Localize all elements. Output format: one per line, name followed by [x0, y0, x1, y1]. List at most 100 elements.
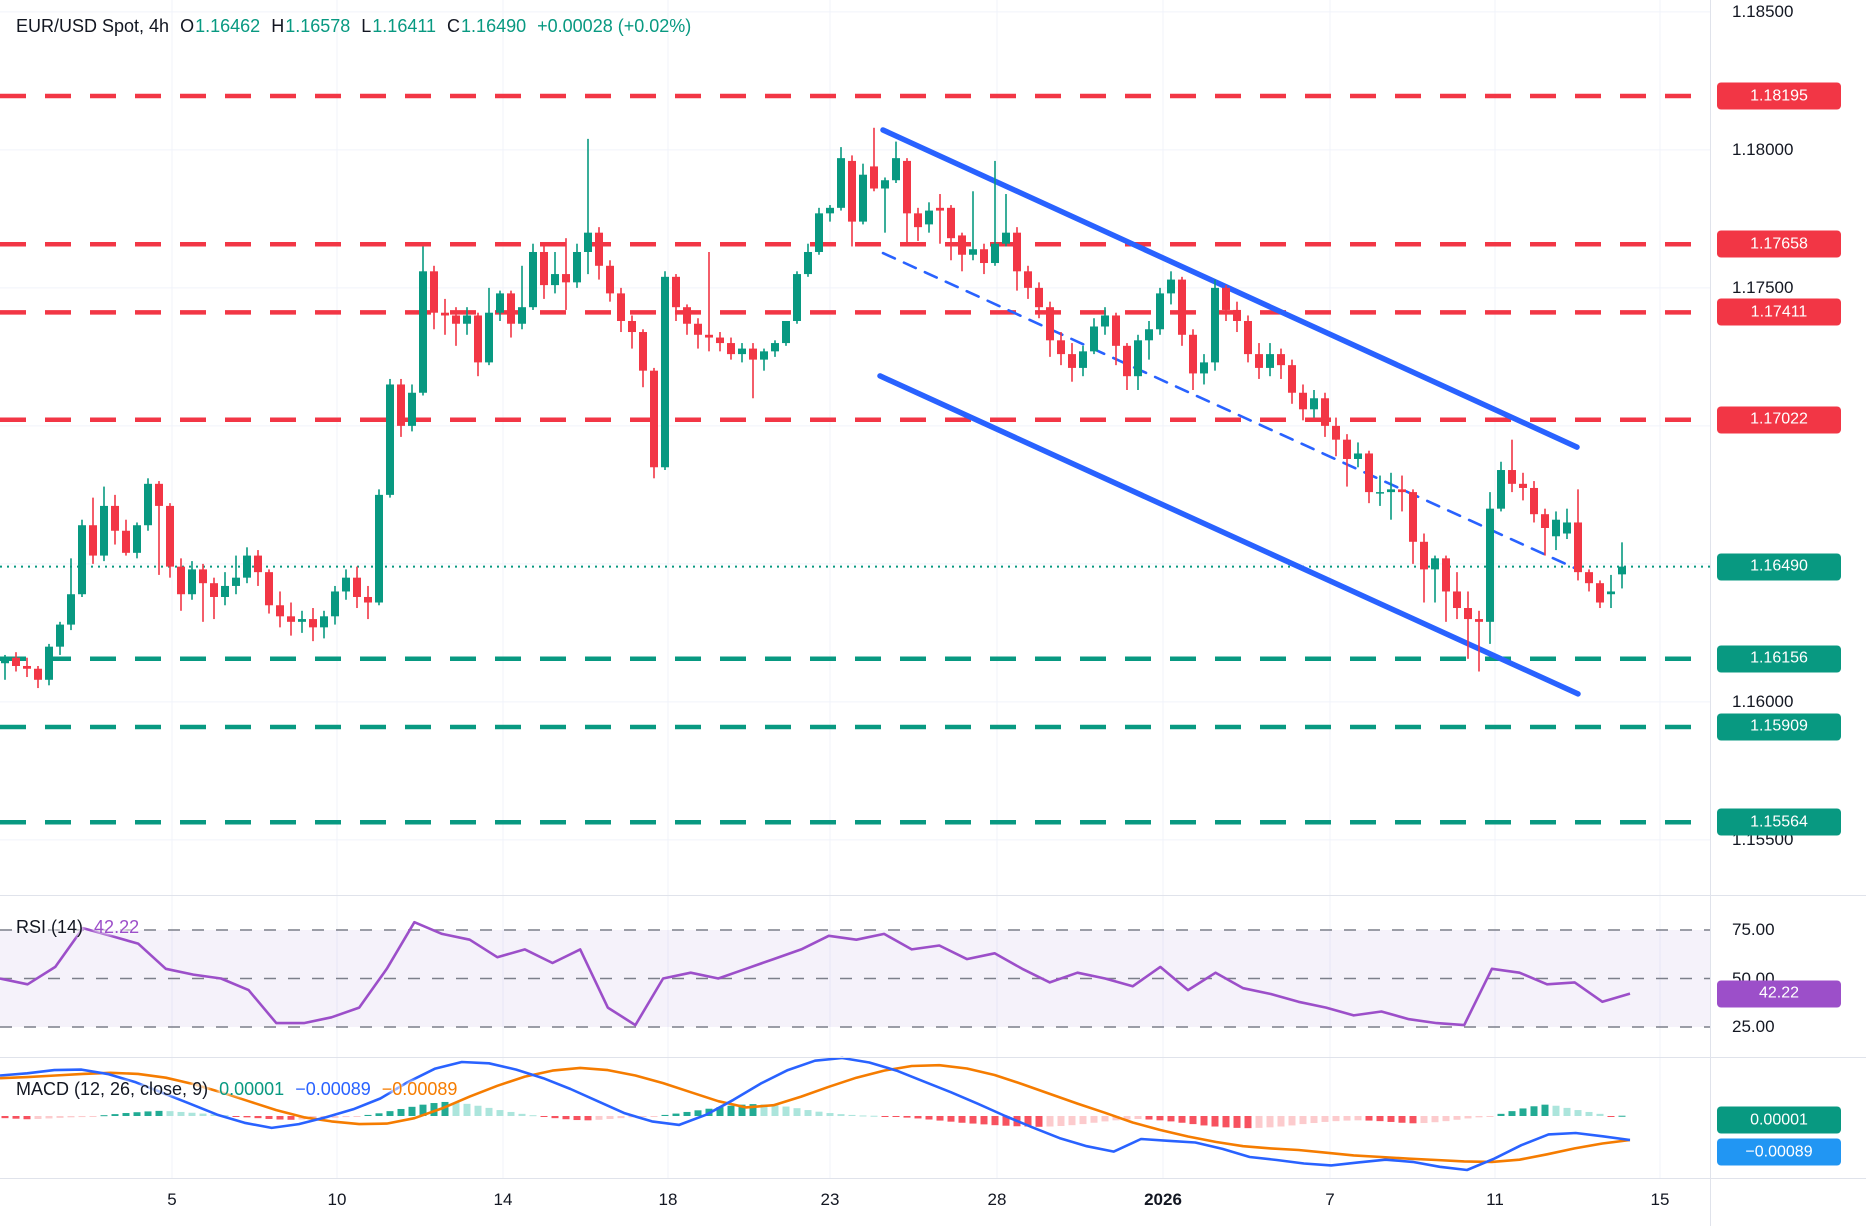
candle-body	[881, 180, 889, 189]
macd-histogram-bar	[1574, 1110, 1582, 1116]
candle-body	[243, 555, 251, 578]
macd-histogram-bar	[551, 1116, 559, 1119]
pane-separator[interactable]	[0, 895, 1866, 896]
macd-histogram-bar	[276, 1116, 284, 1120]
macd-histogram-bar	[67, 1116, 75, 1118]
macd-title[interactable]: MACD (12, 26, close, 9)	[16, 1079, 209, 1099]
candle-body	[595, 232, 603, 266]
support-price-badge: 1.16156	[1717, 645, 1841, 673]
candle-body	[1002, 232, 1010, 244]
macd-histogram-bar	[232, 1116, 240, 1117]
candle-body	[694, 323, 702, 335]
macd-histogram-bar	[991, 1116, 999, 1126]
macd-histogram-bar	[23, 1116, 31, 1120]
candle-body	[67, 594, 75, 625]
candle-body	[397, 384, 405, 426]
rsi-value: 42.22	[94, 917, 140, 937]
macd-histogram-bar	[188, 1112, 196, 1116]
macd-histogram-bar	[892, 1116, 900, 1117]
macd-histogram-bar	[749, 1104, 757, 1116]
candle-body	[1046, 307, 1054, 341]
macd-histogram-bar	[1101, 1116, 1109, 1122]
macd-histogram-bar	[1, 1116, 9, 1119]
resistance-price-badge: 1.17411	[1717, 298, 1841, 326]
candle-body	[111, 505, 119, 531]
candle-body	[606, 265, 614, 294]
candle-body	[1376, 492, 1384, 494]
macd-histogram-bar	[859, 1115, 867, 1117]
candle-body	[265, 572, 273, 606]
candle-body	[12, 657, 20, 666]
candle-body	[760, 351, 768, 360]
macd-histogram-bar	[1596, 1113, 1604, 1116]
candle-body	[672, 276, 680, 308]
macd-histogram-bar	[133, 1112, 141, 1116]
candle-body	[991, 243, 999, 264]
macd-histogram-bar	[342, 1116, 350, 1118]
macd-histogram-bar	[100, 1115, 108, 1117]
resistance-price-badge: 1.18195	[1717, 82, 1841, 110]
pane-separator[interactable]	[0, 1178, 1866, 1179]
candle-body	[452, 315, 460, 324]
macd-histogram-bar	[1585, 1111, 1593, 1116]
high-label: H	[271, 16, 285, 36]
macd-histogram-bar	[738, 1104, 746, 1116]
macd-histogram-bar	[1167, 1116, 1175, 1122]
macd-histogram-bar	[1541, 1104, 1549, 1116]
macd-histogram-bar	[661, 1114, 669, 1116]
channel-median-line	[881, 251, 1579, 571]
low-value: 1.16411	[372, 16, 437, 36]
macd-histogram-bar	[254, 1116, 262, 1119]
candle-body	[639, 332, 647, 371]
macd-histogram-bar	[1508, 1111, 1516, 1116]
macd-histogram-bar	[1497, 1113, 1505, 1116]
candle-body	[738, 348, 746, 355]
macd-signal-value: −0.00089	[381, 1079, 458, 1099]
macd-histogram-bar	[771, 1105, 779, 1116]
candle-body	[166, 505, 174, 567]
pane-separator[interactable]	[0, 1057, 1866, 1058]
macd-histogram-bar	[760, 1104, 768, 1116]
candle-body	[331, 591, 339, 617]
candle-body	[56, 624, 64, 647]
macd-histogram-bar	[408, 1106, 416, 1116]
candle-body	[496, 293, 504, 313]
candle-body	[1013, 232, 1021, 272]
macd-histogram-bar	[1563, 1107, 1571, 1116]
macd-histogram-bar	[639, 1116, 647, 1117]
rsi-axis-label: 75.00	[1732, 920, 1775, 939]
macd-histogram-bar	[1288, 1116, 1296, 1126]
candle-body	[133, 525, 141, 553]
rsi-legend: RSI (14) 42.22	[16, 917, 145, 938]
candle-body	[1618, 566, 1626, 575]
candle-body	[705, 334, 713, 338]
macd-histogram-bar	[595, 1116, 603, 1120]
macd-histogram-bar	[1057, 1116, 1065, 1126]
time-scale[interactable]	[0, 1178, 1866, 1226]
macd-histogram-bar	[1189, 1116, 1197, 1125]
macd-histogram-bar	[243, 1116, 251, 1118]
close-label: C	[447, 16, 461, 36]
candle-body	[1200, 362, 1208, 374]
candle-body	[1552, 519, 1560, 537]
macd-histogram-bar	[1266, 1116, 1274, 1128]
macd-histogram-bar	[1200, 1116, 1208, 1126]
candle-body	[155, 483, 163, 506]
macd-histogram-bar	[1442, 1116, 1450, 1122]
candle-body	[529, 251, 537, 308]
macd-value-badge: 0.00001	[1717, 1106, 1841, 1134]
symbol-title[interactable]: EUR/USD Spot, 4h	[16, 16, 170, 36]
resistance-price-badge: 1.17658	[1717, 230, 1841, 258]
candle-body	[1442, 558, 1450, 592]
candle-body	[1431, 558, 1439, 570]
macd-histogram-bar	[1112, 1116, 1120, 1121]
macd-histogram-bar	[89, 1116, 97, 1117]
macd-histogram-bar	[1123, 1116, 1131, 1120]
candle-body	[298, 619, 306, 622]
candle-body	[947, 207, 955, 239]
rsi-title[interactable]: RSI (14)	[16, 917, 84, 937]
macd-histogram-bar	[1464, 1116, 1472, 1119]
candle-body	[254, 555, 262, 573]
